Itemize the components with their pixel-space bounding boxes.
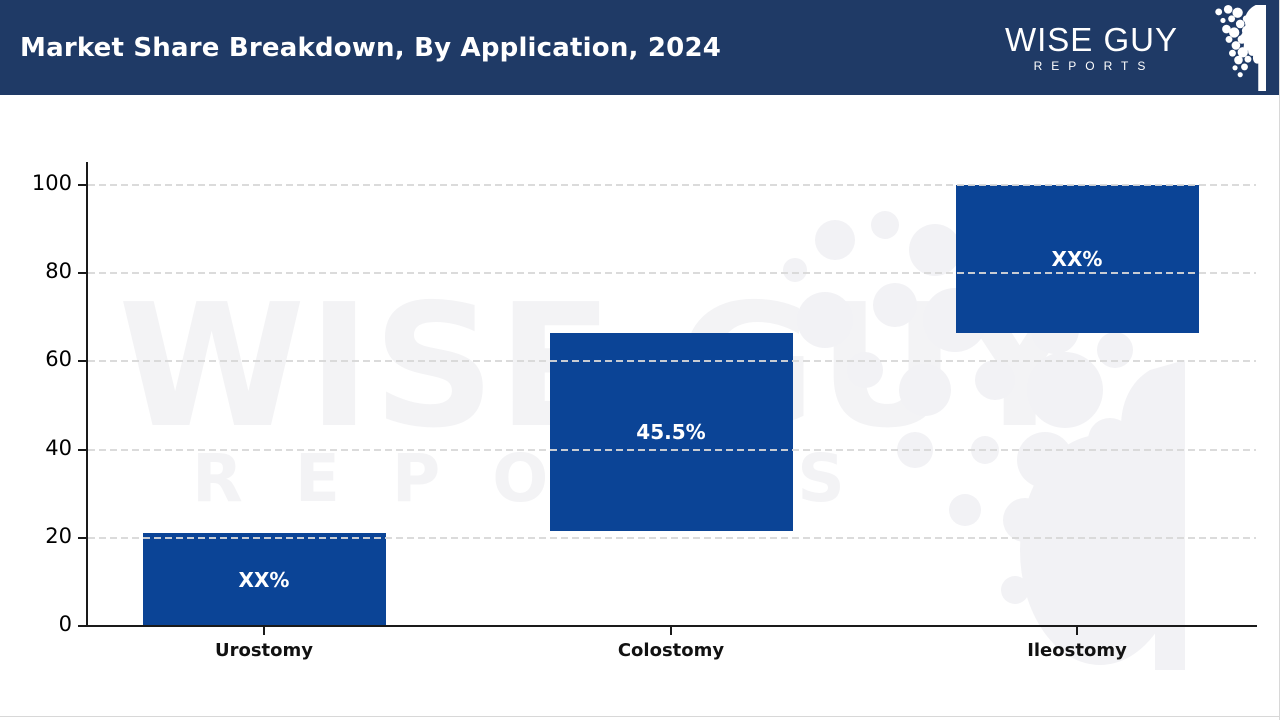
y-tick-mark xyxy=(78,272,87,275)
y-tick-label: 0 xyxy=(58,612,72,636)
y-tick-mark xyxy=(78,536,87,539)
gridline xyxy=(88,184,1256,186)
y-tick-label: 80 xyxy=(45,259,72,284)
x-axis-label: Colostomy xyxy=(617,640,725,661)
bar-value-label: XX% xyxy=(1051,246,1103,271)
bar-colostomy xyxy=(549,332,793,532)
gridline xyxy=(88,360,1256,363)
y-tick-label: 100 xyxy=(31,171,72,195)
y-tick-label: 40 xyxy=(45,435,72,460)
x-axis-label: Urostomy xyxy=(214,640,314,661)
header-bar: Market Share Breakdown, By Application, … xyxy=(0,0,1279,95)
bottom-divider xyxy=(0,716,1279,717)
y-tick-mark xyxy=(78,625,87,627)
logo-text: WISE GUY REPORTS xyxy=(1005,23,1178,73)
gridline xyxy=(88,272,1256,275)
logo-wordmark: WISE GUY xyxy=(1004,20,1178,58)
y-tick-mark xyxy=(78,360,87,363)
y-tick-label: 20 xyxy=(45,523,72,548)
x-axis-line xyxy=(86,625,1257,627)
logo-subtext: REPORTS xyxy=(1033,58,1155,73)
page-title: Market Share Breakdown, By Application, … xyxy=(20,32,722,63)
gridline xyxy=(88,448,1256,451)
x-tick-mark xyxy=(670,627,672,635)
brand-logo: WISE GUY REPORTS xyxy=(1005,4,1266,91)
x-axis-label: Ileostomy xyxy=(1027,640,1127,661)
x-tick-mark xyxy=(1076,627,1078,635)
bar-value-label: XX% xyxy=(238,567,290,592)
y-axis-line xyxy=(86,162,88,627)
gridline xyxy=(88,536,1256,539)
bar-urostomy xyxy=(142,533,386,626)
logo-face-icon xyxy=(1215,4,1266,91)
y-tick-mark xyxy=(78,448,87,451)
y-tick-label: 60 xyxy=(45,347,72,372)
x-tick-mark xyxy=(263,627,265,635)
bar-value-label: 45.5% xyxy=(636,419,706,444)
y-tick-mark xyxy=(78,184,87,186)
